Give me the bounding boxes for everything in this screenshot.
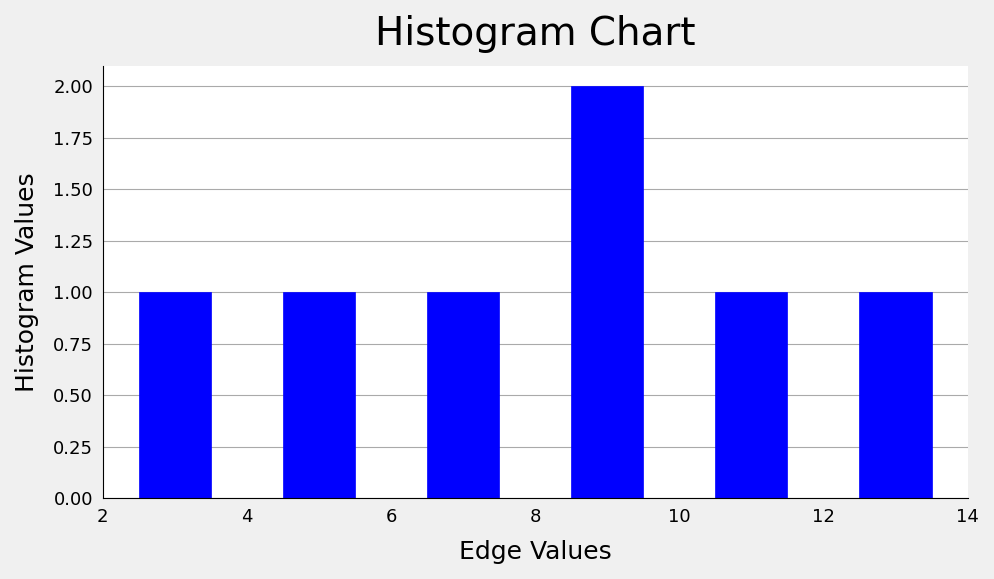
Bar (139, 292, 211, 499)
X-axis label: Edge Values: Edge Values (459, 540, 611, 564)
Bar (716, 292, 787, 499)
Bar (572, 86, 643, 499)
Bar (427, 292, 499, 499)
Bar (283, 292, 355, 499)
Title: Histogram Chart: Histogram Chart (375, 15, 696, 53)
Bar (860, 292, 931, 499)
Y-axis label: Histogram Values: Histogram Values (15, 173, 39, 392)
